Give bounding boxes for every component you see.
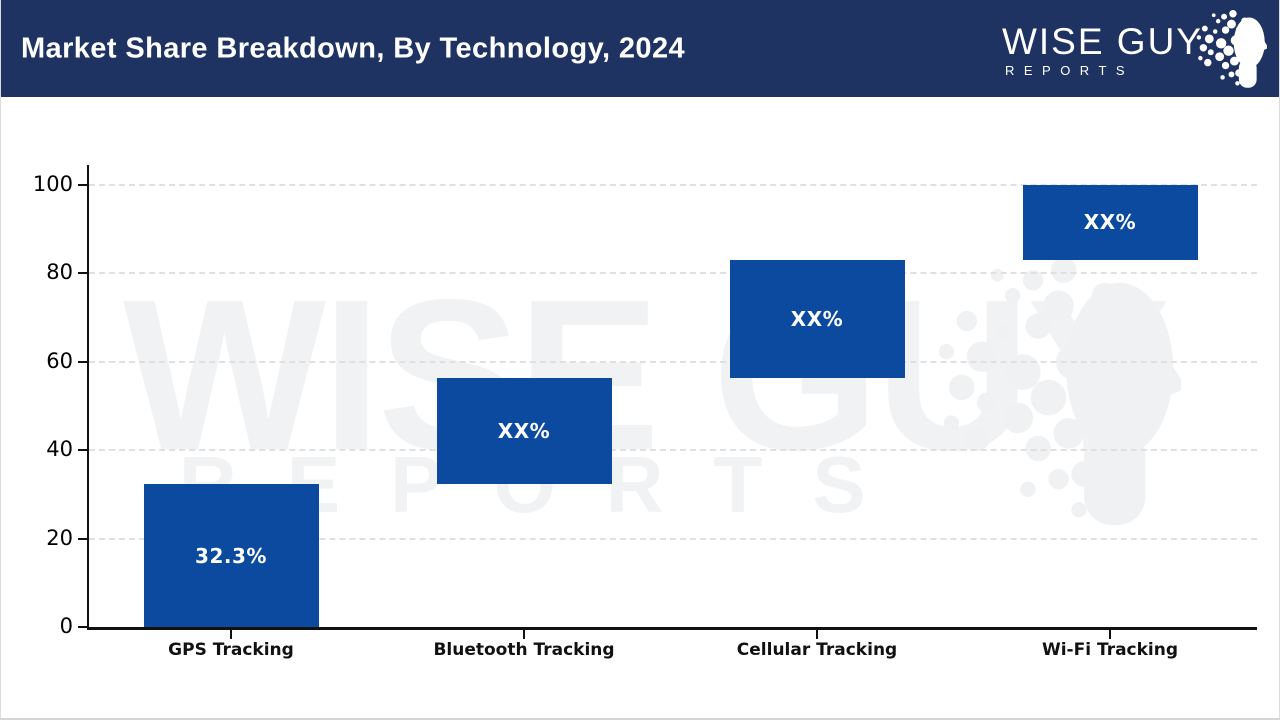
gridline-40 — [89, 449, 1257, 451]
header-bar: Market Share Breakdown, By Technology, 2… — [1, 0, 1279, 97]
y-tick-80 — [78, 272, 88, 274]
watermark-wordmark: WISE GUY — [123, 254, 1170, 495]
y-tick-label: 40 — [46, 437, 73, 461]
y-tick-label: 0 — [59, 614, 73, 638]
bar-gps-tracking: 32.3% — [143, 484, 319, 627]
y-tick-label: 80 — [46, 260, 73, 284]
y-tick-60 — [78, 360, 88, 363]
y-tick-100 — [78, 183, 88, 186]
x-axis-spine — [87, 627, 1257, 630]
gridline-80 — [89, 272, 1257, 274]
x-tick-3 — [1109, 630, 1111, 639]
logo-text: WISE GUY REPORTS — [1002, 23, 1203, 78]
y-tick-label: 20 — [46, 525, 73, 550]
y-tick-label: 60 — [46, 348, 73, 373]
bar-value-label: XX% — [790, 306, 844, 331]
gridline-100 — [89, 183, 1257, 186]
y-tick-40 — [78, 449, 88, 451]
y-tick-0 — [78, 626, 88, 628]
y-axis-spine — [87, 165, 89, 630]
y-tick-20 — [78, 537, 88, 540]
gridline-60 — [89, 360, 1257, 363]
gridline-20 — [89, 537, 1257, 540]
wise-guy-logo: WISE GUY REPORTS — [1002, 8, 1267, 92]
x-tick-label: Cellular Tracking — [736, 640, 898, 660]
x-tick-0 — [230, 630, 232, 639]
waterfall-chart: WISE GUY REPORTS 0 20 40 60 80 100 32.3% GPS Tr… — [1, 97, 1279, 718]
watermark-dotted-head-icon — [938, 257, 1181, 526]
y-tick-label: 100 — [32, 171, 73, 196]
x-tick-label: GPS Tracking — [168, 640, 294, 660]
bar-bluetooth-tracking: XX% — [436, 377, 612, 485]
page-title: Market Share Breakdown, By Technology, 2… — [21, 32, 686, 64]
bar-value-label: XX% — [497, 418, 551, 443]
dotted-head-icon — [1196, 10, 1267, 88]
x-tick-label: Bluetooth Tracking — [433, 640, 615, 660]
bar-wi-fi-tracking: XX% — [1022, 184, 1198, 260]
x-tick-1 — [523, 630, 525, 639]
bar-value-label: XX% — [1083, 210, 1137, 235]
logo-subtitle: REPORTS — [1004, 62, 1135, 78]
x-tick-2 — [816, 630, 818, 639]
logo-wordmark: WISE GUY — [1001, 20, 1203, 62]
x-tick-label: Wi-Fi Tracking — [1041, 640, 1179, 660]
bar-value-label: 32.3% — [195, 543, 267, 568]
bar-cellular-tracking: XX% — [729, 259, 905, 378]
